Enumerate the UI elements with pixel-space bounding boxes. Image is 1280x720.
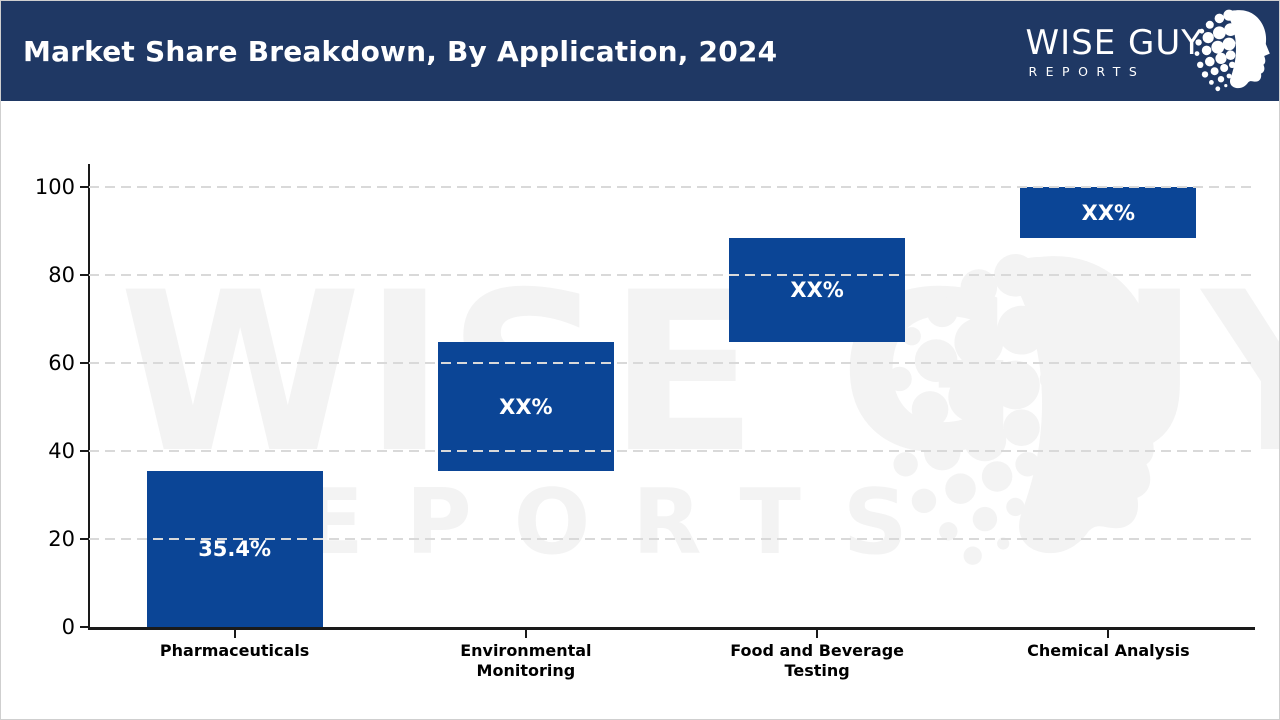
y-tick (80, 362, 88, 364)
x-axis-spine (88, 627, 1255, 630)
x-axis-category-label: Food and Beverage Testing (730, 641, 905, 680)
bar-value-label: XX% (1081, 200, 1136, 225)
gridline (89, 362, 1254, 364)
y-tick-label: 80 (48, 263, 75, 287)
y-tick-label: 40 (48, 439, 75, 463)
y-tick-label: 0 (61, 615, 75, 639)
brand-wordmark: WISE GUY (1025, 22, 1203, 63)
y-tick-label: 60 (48, 351, 75, 375)
y-tick-label: 20 (48, 527, 75, 551)
page-title: Market Share Breakdown, By Application, … (23, 34, 778, 68)
header-bar: Market Share Breakdown, By Application, … (1, 1, 1279, 101)
y-tick (80, 274, 88, 276)
gridline (89, 538, 1254, 540)
x-tick (1107, 630, 1110, 638)
bar-chemical-analysis: XX% (1020, 187, 1197, 239)
y-tick-label: 100 (34, 175, 75, 199)
y-tick (80, 186, 88, 188)
bar-value-label: XX% (790, 277, 844, 302)
brand-text: WISE GUY REPORTS (1025, 26, 1203, 79)
y-tick (80, 538, 88, 540)
bar-food-and-beverage-testing: XX% (729, 238, 906, 342)
y-tick (80, 450, 88, 452)
x-tick (524, 630, 527, 638)
x-tick (816, 630, 819, 638)
x-tick (233, 630, 236, 638)
gridline (89, 274, 1254, 276)
gridline (89, 450, 1254, 452)
y-axis-spine (88, 164, 90, 629)
x-axis-category-label: Environmental Monitoring (460, 641, 592, 680)
bar-value-label: 35.4% (198, 537, 272, 562)
brand-reports: REPORTS (1028, 63, 1146, 79)
bar-value-label: XX% (499, 394, 553, 419)
x-axis-category-label: Chemical Analysis (1027, 641, 1190, 660)
y-tick (80, 626, 88, 628)
bar-pharmaceuticals: 35.4% (146, 471, 323, 627)
gridline (89, 186, 1254, 188)
brand-logo: WISE GUY REPORTS (1025, 6, 1273, 98)
x-axis-category-label: Pharmaceuticals (159, 641, 310, 660)
brand-dotted-head-icon (1189, 7, 1273, 97)
